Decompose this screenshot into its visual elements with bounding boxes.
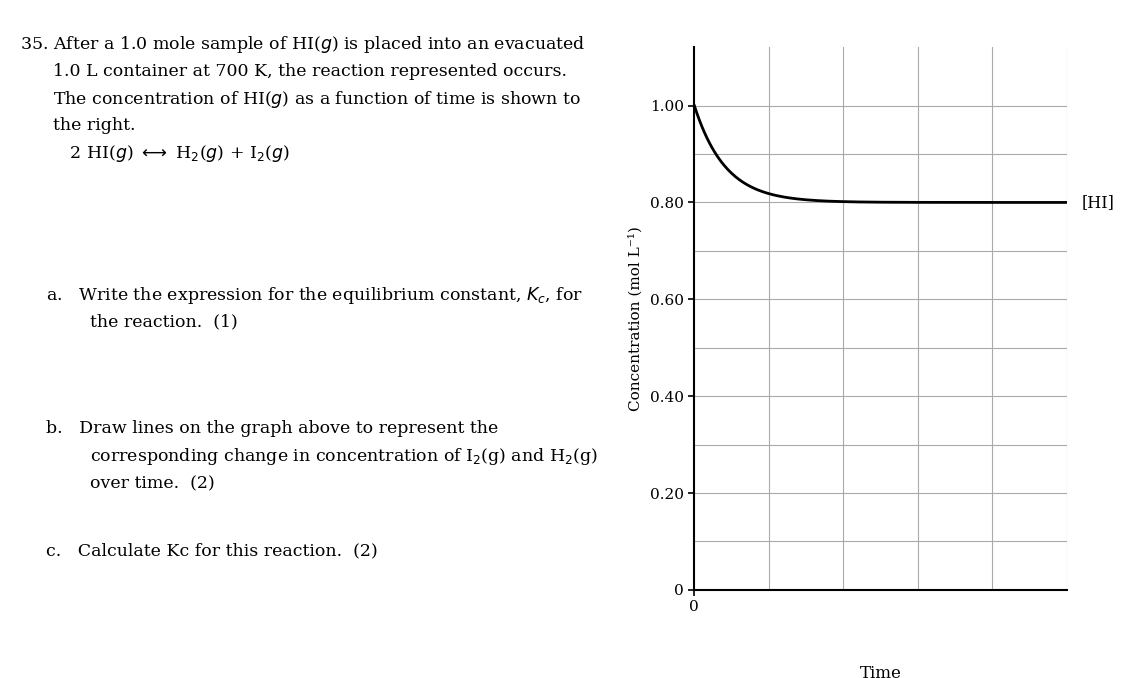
Y-axis label: Concentration (mol L⁻¹): Concentration (mol L⁻¹) <box>629 226 644 411</box>
Text: c.   Calculate Kc for this reaction.  (2): c. Calculate Kc for this reaction. (2) <box>46 542 377 559</box>
Text: a.   Write the expression for the equilibrium constant, $K_c$, for
        the r: a. Write the expression for the equilibr… <box>46 285 583 331</box>
Text: [HI]: [HI] <box>1082 194 1114 211</box>
Text: Time: Time <box>859 665 902 678</box>
Text: b.   Draw lines on the graph above to represent the
        corresponding change: b. Draw lines on the graph above to repr… <box>46 420 598 492</box>
Text: 35. After a 1.0 mole sample of HI($g$) is placed into an evacuated
      1.0 L c: 35. After a 1.0 mole sample of HI($g$) i… <box>19 34 585 165</box>
